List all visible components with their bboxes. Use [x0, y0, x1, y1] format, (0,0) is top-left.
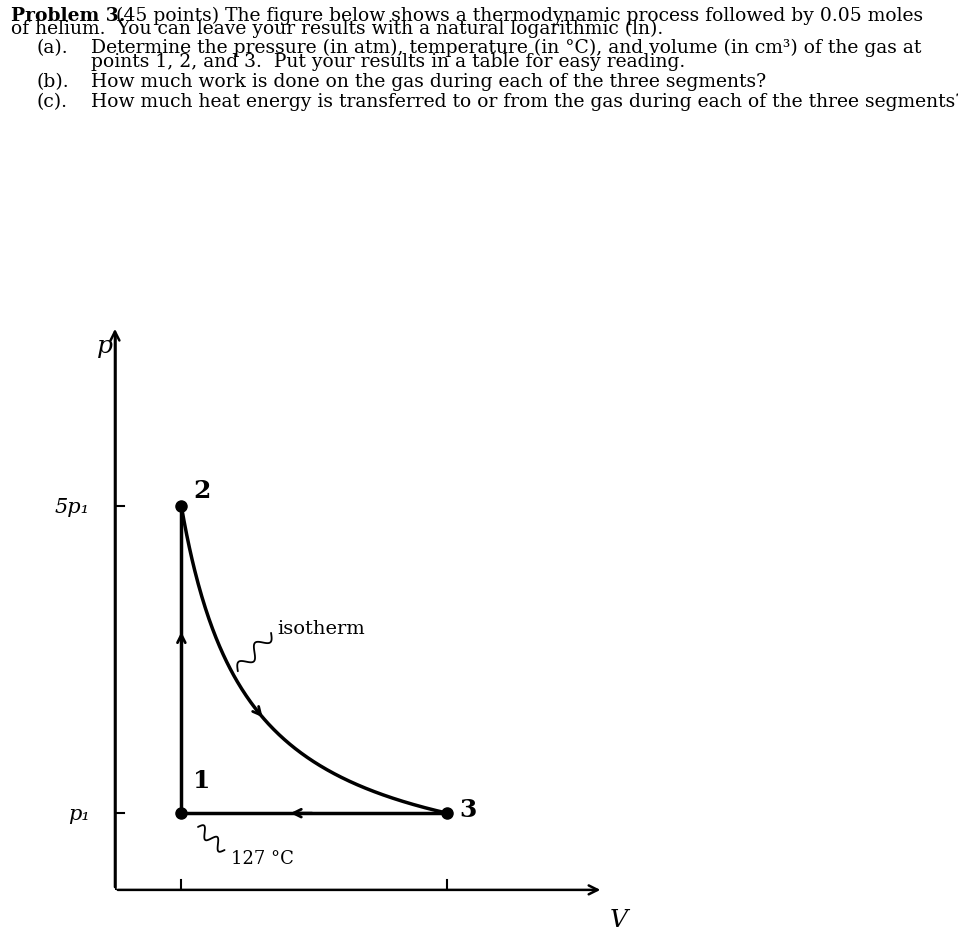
- Text: isotherm: isotherm: [278, 619, 365, 637]
- Text: Problem 3.: Problem 3.: [11, 6, 125, 24]
- Text: points 1, 2, and 3.  Put your results in a table for easy reading.: points 1, 2, and 3. Put your results in …: [91, 53, 685, 70]
- Text: (a).: (a).: [36, 39, 68, 57]
- Text: p: p: [97, 335, 113, 357]
- Text: V: V: [610, 908, 627, 927]
- Text: 3: 3: [459, 797, 476, 821]
- Text: How much heat energy is transferred to or from the gas during each of the three : How much heat energy is transferred to o…: [91, 93, 958, 110]
- Text: (b).: (b).: [36, 72, 69, 91]
- Text: 1: 1: [194, 768, 211, 792]
- Text: Determine the pressure (in atm), temperature (in °C), and volume (in cm³) of the: Determine the pressure (in atm), tempera…: [91, 39, 922, 57]
- Text: How much work is done on the gas during each of the three segments?: How much work is done on the gas during …: [91, 72, 766, 91]
- Text: of helium.  You can leave your results with a natural logarithmic (ln).: of helium. You can leave your results wi…: [11, 19, 664, 38]
- Text: 5p₁: 5p₁: [55, 497, 90, 516]
- Text: (45 points) The figure below shows a thermodynamic process followed by 0.05 mole: (45 points) The figure below shows a the…: [110, 6, 924, 25]
- Text: p₁: p₁: [68, 804, 90, 823]
- Text: 127 °C: 127 °C: [231, 849, 294, 867]
- Text: 2: 2: [194, 479, 211, 503]
- Text: (c).: (c).: [36, 93, 67, 110]
